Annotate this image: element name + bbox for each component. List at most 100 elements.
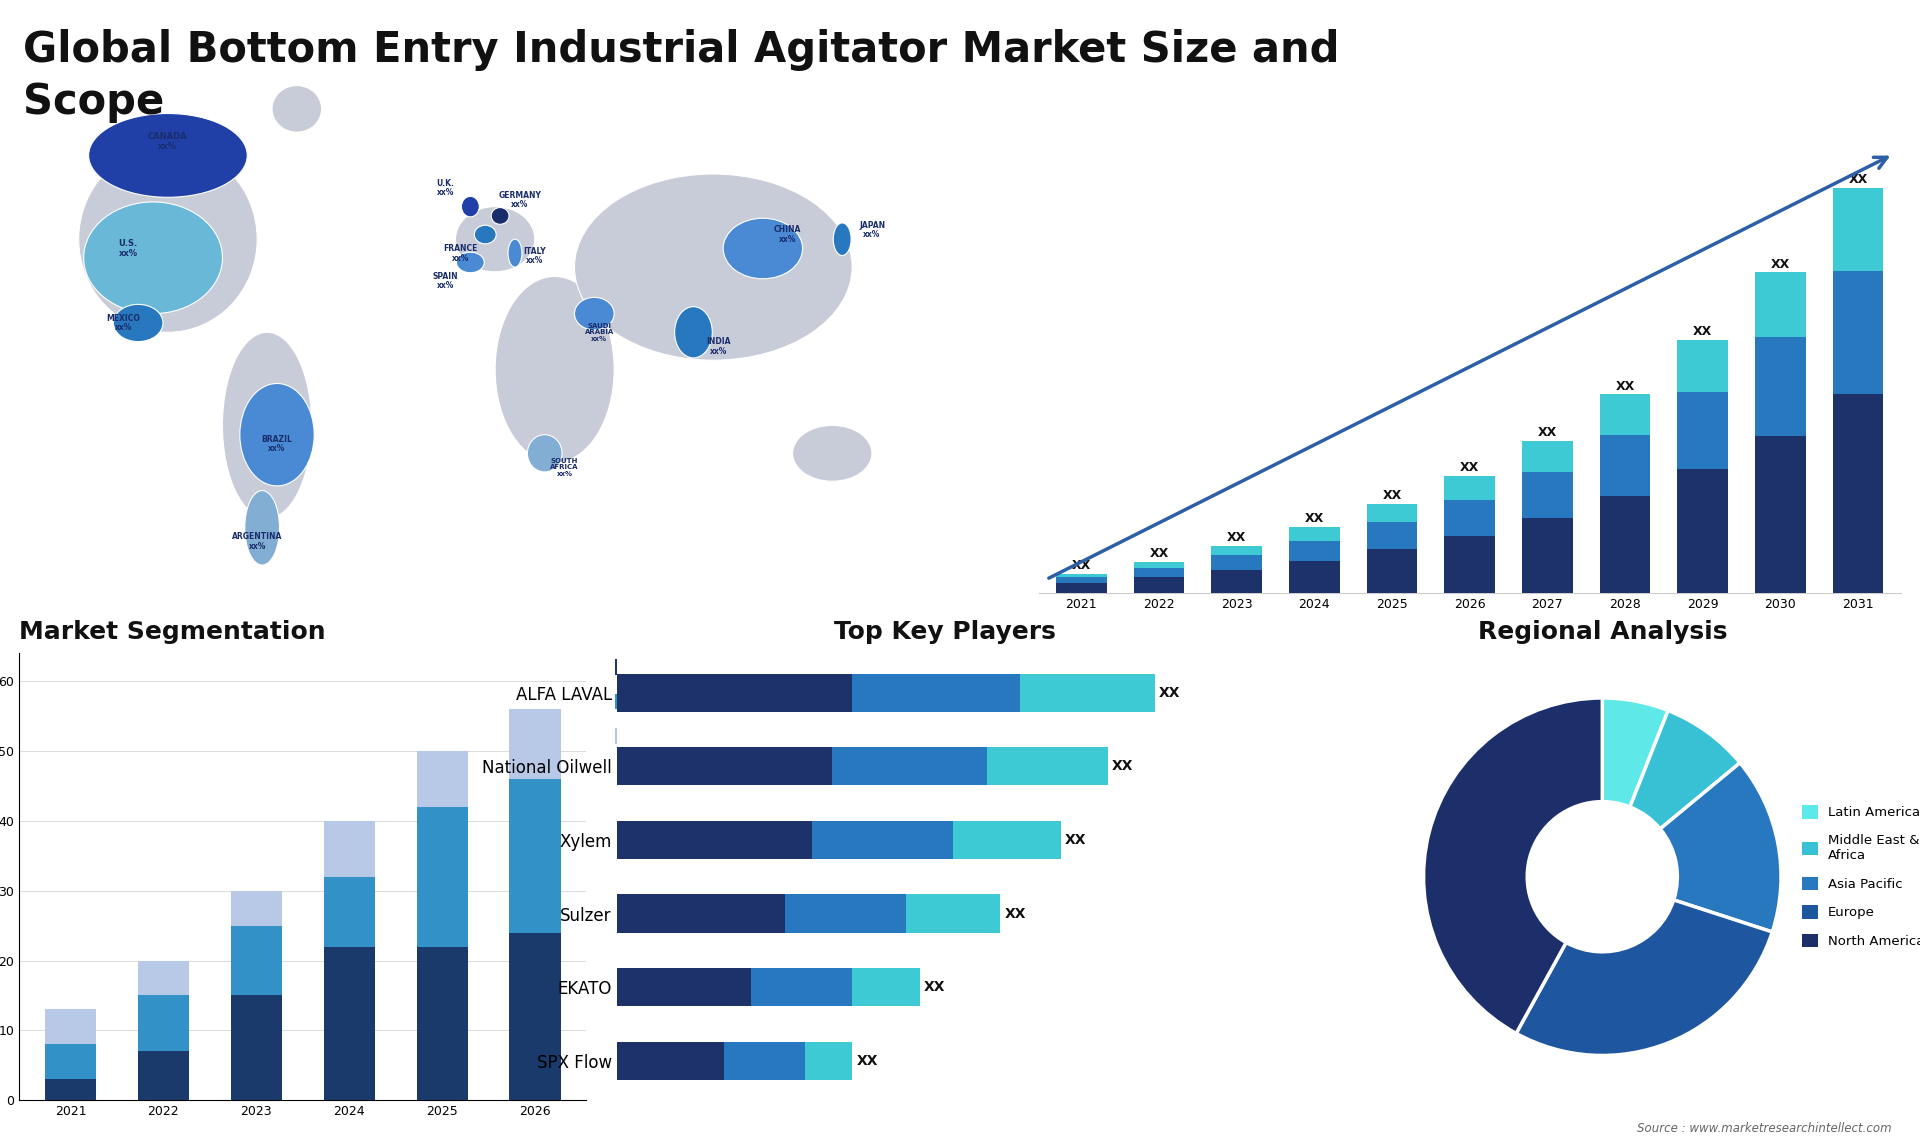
Wedge shape bbox=[1423, 698, 1603, 1034]
Ellipse shape bbox=[461, 196, 480, 217]
Bar bbox=[417, 751, 468, 807]
Wedge shape bbox=[1661, 763, 1782, 932]
Bar bbox=[324, 821, 374, 877]
Bar bbox=[230, 890, 282, 926]
Text: XX: XX bbox=[1382, 489, 1402, 502]
Wedge shape bbox=[1630, 711, 1740, 829]
Text: XX: XX bbox=[924, 980, 945, 994]
Bar bbox=[1056, 574, 1106, 578]
Bar bbox=[1599, 435, 1651, 496]
Text: INDIA
xx%: INDIA xx% bbox=[707, 337, 730, 355]
Ellipse shape bbox=[457, 252, 484, 273]
Bar bbox=[1133, 567, 1185, 578]
Bar bbox=[1133, 562, 1185, 567]
Bar bbox=[1834, 394, 1884, 592]
Text: XX: XX bbox=[1071, 558, 1091, 572]
Bar bbox=[1288, 562, 1340, 592]
Text: U.S.
xx%: U.S. xx% bbox=[119, 240, 138, 258]
Legend: Application, Product, Geography: Application, Product, Geography bbox=[609, 653, 737, 751]
Text: SPAIN
xx%: SPAIN xx% bbox=[432, 272, 459, 290]
Bar bbox=[1523, 441, 1572, 472]
Text: FRANCE
xx%: FRANCE xx% bbox=[444, 244, 478, 262]
Bar bbox=[804, 1042, 852, 1080]
Bar bbox=[138, 1051, 188, 1100]
Text: XX: XX bbox=[1849, 173, 1868, 187]
Ellipse shape bbox=[793, 425, 872, 481]
Bar bbox=[138, 960, 188, 996]
Ellipse shape bbox=[528, 434, 563, 472]
Bar bbox=[1367, 504, 1417, 523]
Bar bbox=[1056, 578, 1106, 583]
Text: XX: XX bbox=[1150, 547, 1169, 560]
Ellipse shape bbox=[474, 226, 495, 244]
Bar bbox=[1367, 549, 1417, 592]
Bar bbox=[1288, 527, 1340, 541]
Bar bbox=[987, 747, 1108, 785]
Bar bbox=[1834, 188, 1884, 270]
Text: CHINA
xx%: CHINA xx% bbox=[774, 226, 801, 244]
Title: Regional Analysis: Regional Analysis bbox=[1478, 620, 1728, 644]
Bar bbox=[852, 674, 1020, 712]
Text: ARGENTINA
xx%: ARGENTINA xx% bbox=[232, 533, 282, 551]
Text: XX: XX bbox=[1459, 461, 1478, 473]
Text: XX: XX bbox=[1770, 258, 1789, 270]
Bar bbox=[1755, 273, 1805, 337]
Text: XX: XX bbox=[1538, 426, 1557, 439]
Ellipse shape bbox=[273, 86, 323, 132]
Text: U.K.
xx%: U.K. xx% bbox=[436, 179, 455, 197]
Ellipse shape bbox=[88, 113, 248, 197]
Title: Top Key Players: Top Key Players bbox=[833, 620, 1056, 644]
Text: Source : www.marketresearchintellect.com: Source : www.marketresearchintellect.com bbox=[1636, 1122, 1891, 1135]
Bar bbox=[1523, 518, 1572, 592]
Bar bbox=[616, 821, 812, 860]
Text: XX: XX bbox=[1227, 531, 1246, 543]
Ellipse shape bbox=[244, 490, 280, 565]
Bar bbox=[324, 877, 374, 947]
Text: Market Segmentation: Market Segmentation bbox=[19, 620, 326, 644]
Ellipse shape bbox=[113, 305, 163, 342]
Text: SAUDI
ARABIA
xx%: SAUDI ARABIA xx% bbox=[584, 323, 614, 342]
Ellipse shape bbox=[833, 223, 851, 256]
Bar bbox=[44, 1044, 96, 1080]
Legend: Latin America, Middle East &
Africa, Asia Pacific, Europe, North America: Latin America, Middle East & Africa, Asi… bbox=[1797, 800, 1920, 953]
Bar bbox=[616, 747, 831, 785]
Text: GERMANY
xx%: GERMANY xx% bbox=[499, 190, 541, 210]
Bar bbox=[1599, 394, 1651, 435]
Bar bbox=[1444, 536, 1496, 592]
Text: XX: XX bbox=[856, 1053, 877, 1068]
Text: XX: XX bbox=[1693, 325, 1713, 338]
Bar bbox=[616, 894, 785, 933]
Bar bbox=[417, 807, 468, 947]
Bar bbox=[230, 996, 282, 1100]
Bar bbox=[1056, 583, 1106, 592]
Bar bbox=[44, 1080, 96, 1100]
Text: Global Bottom Entry Industrial Agitator Market Size and
Scope: Global Bottom Entry Industrial Agitator … bbox=[23, 29, 1340, 123]
Bar bbox=[230, 926, 282, 996]
Text: XX: XX bbox=[1615, 379, 1634, 393]
Bar bbox=[852, 968, 920, 1006]
Bar bbox=[1523, 472, 1572, 518]
Text: CANADA
xx%: CANADA xx% bbox=[148, 132, 188, 151]
Ellipse shape bbox=[492, 207, 509, 225]
Bar bbox=[1444, 500, 1496, 536]
Text: XX: XX bbox=[1004, 906, 1025, 920]
Text: XX: XX bbox=[1306, 512, 1325, 525]
Bar bbox=[44, 1010, 96, 1044]
Bar bbox=[1444, 476, 1496, 500]
Text: XX: XX bbox=[1066, 833, 1087, 847]
Bar bbox=[509, 933, 561, 1100]
Bar bbox=[1133, 578, 1185, 592]
Bar bbox=[785, 894, 906, 933]
Ellipse shape bbox=[79, 146, 257, 332]
Ellipse shape bbox=[674, 307, 712, 358]
Text: ITALY
xx%: ITALY xx% bbox=[524, 246, 545, 266]
Bar bbox=[952, 821, 1062, 860]
Bar bbox=[1212, 570, 1261, 592]
Bar bbox=[509, 779, 561, 933]
Bar bbox=[1755, 437, 1805, 592]
Text: XX: XX bbox=[1160, 685, 1181, 700]
Bar bbox=[906, 894, 1000, 933]
Ellipse shape bbox=[240, 384, 315, 486]
Bar bbox=[1020, 674, 1156, 712]
Text: BRAZIL
xx%: BRAZIL xx% bbox=[261, 434, 292, 454]
